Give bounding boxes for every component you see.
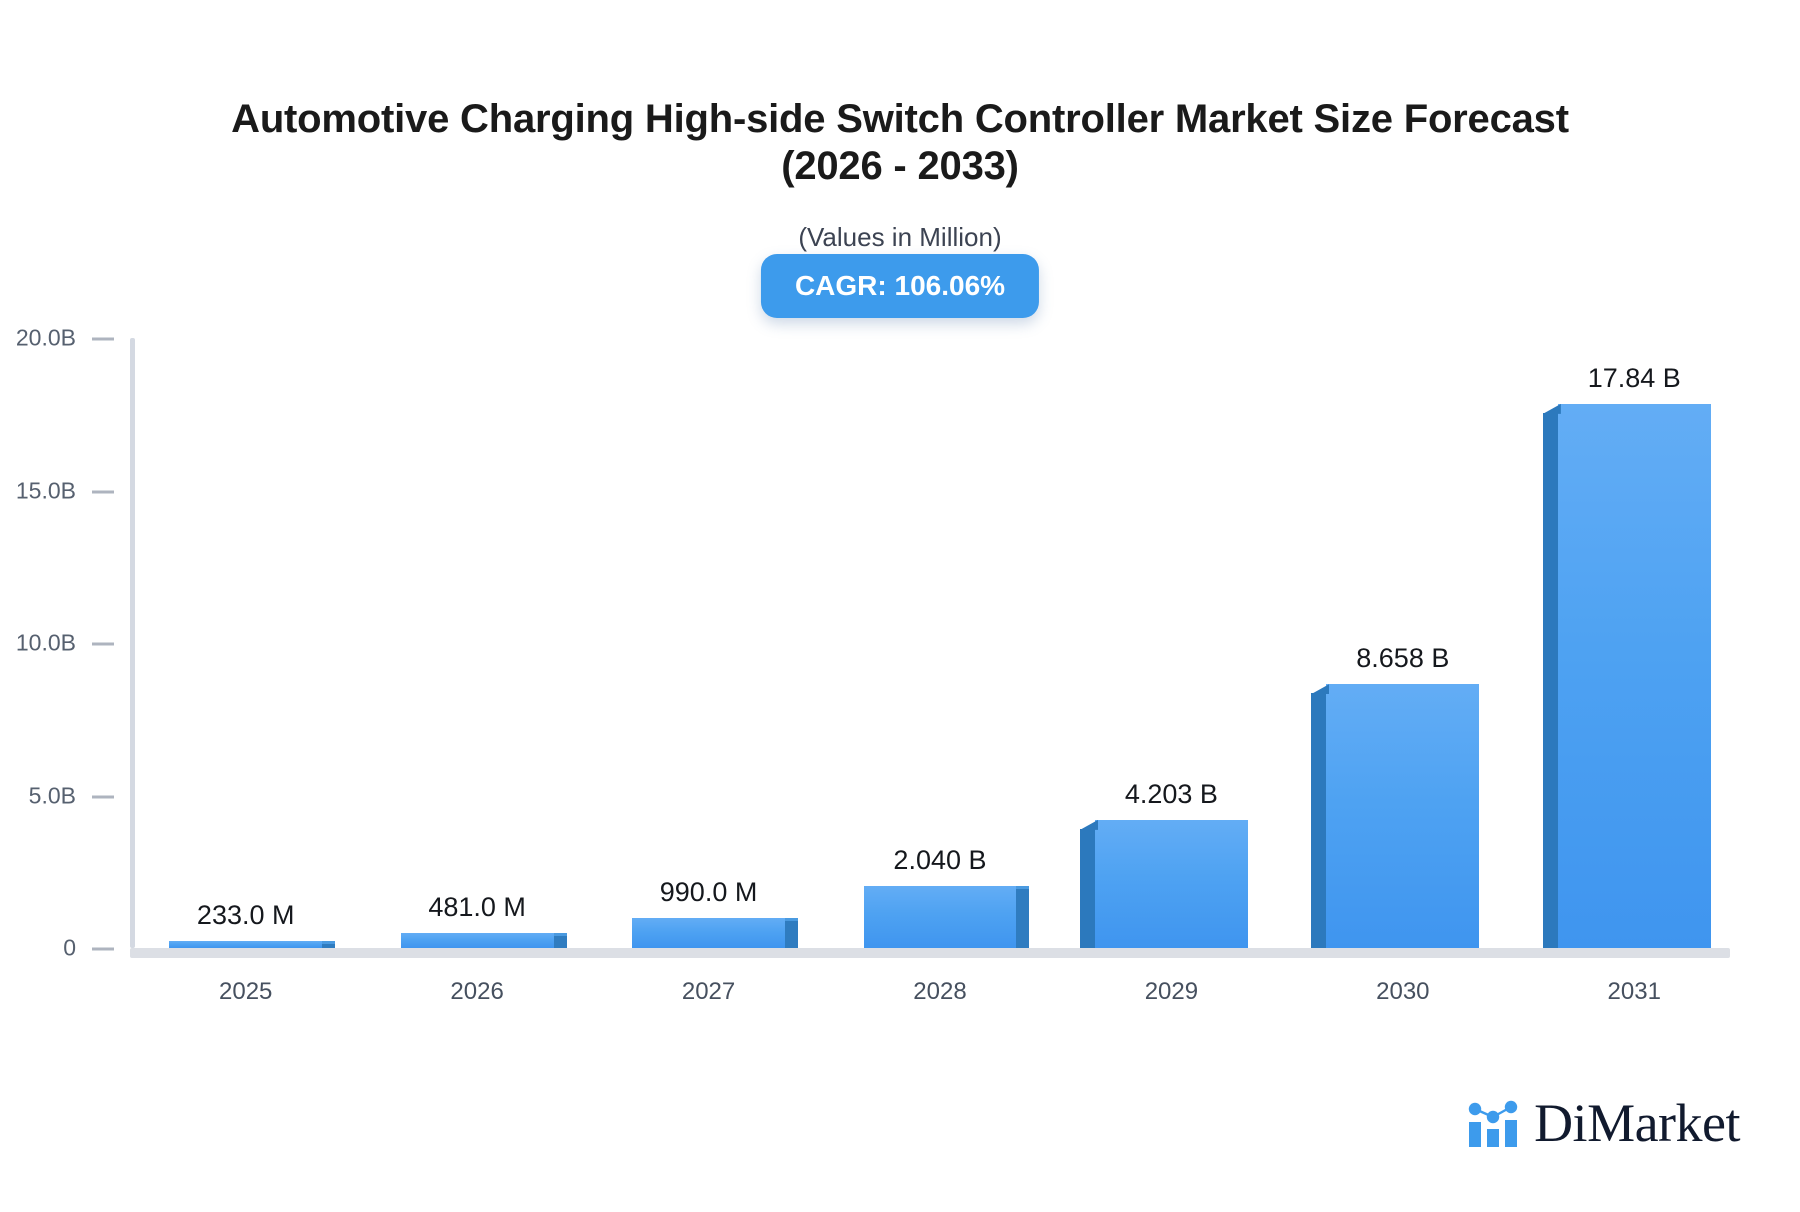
- bar-slot: 481.0 M 2026: [361, 338, 592, 1005]
- y-axis-tick: 15.0B: [16, 477, 114, 504]
- y-axis-tick: 10.0B: [16, 630, 114, 657]
- bar-slot: 233.0 M 2025: [130, 338, 361, 1005]
- bar-slot: 990.0 M 2027: [593, 338, 824, 1005]
- bar[interactable]: 481.0 M: [400, 892, 567, 948]
- bar[interactable]: 2.040 B: [863, 845, 1030, 949]
- bar-slot: 8.658 B 2030: [1287, 338, 1518, 1005]
- x-axis-tick-label: 2029: [1144, 978, 1199, 1005]
- bar-slot: 2.040 B 2028: [824, 338, 1055, 1005]
- y-axis-tick: 5.0B: [29, 782, 114, 809]
- bar-value-label: 481.0 M: [428, 892, 526, 923]
- chart-subtitle: (Values in Million): [798, 222, 1002, 252]
- y-axis-tick-label: 5.0B: [28, 782, 76, 808]
- y-axis-tick-label: 20.0B: [15, 324, 76, 351]
- bar[interactable]: 17.84 B: [1542, 363, 1711, 949]
- bar[interactable]: 4.203 B: [1080, 779, 1248, 949]
- y-axis-tick-dash: [92, 795, 114, 799]
- bar-slot: 17.84 B 2031: [1519, 338, 1750, 1005]
- x-axis-tick-label: 2031: [1607, 978, 1661, 1005]
- bar[interactable]: 8.658 B: [1311, 643, 1480, 949]
- y-axis-line: [130, 338, 135, 948]
- bar-value-label: 990.0 M: [659, 876, 758, 907]
- y-axis-tick-label: 15.0B: [15, 477, 76, 503]
- y-axis-tick-label: 0: [63, 934, 76, 961]
- dimarket-logo: DiMarket: [1466, 1096, 1740, 1150]
- bar-value-label: 17.84 B: [1587, 362, 1681, 393]
- bar-value-label: 8.658 B: [1356, 642, 1450, 673]
- x-axis-tick-label: 2027: [681, 978, 736, 1005]
- x-axis-tick-label: 2026: [450, 978, 504, 1005]
- bar-value-label: 4.203 B: [1124, 778, 1218, 809]
- bar-value-label: 2.040 B: [893, 844, 987, 875]
- x-axis-tick-label: 2030: [1376, 978, 1430, 1005]
- x-axis-tick-label: 2028: [913, 978, 967, 1005]
- bar[interactable]: 990.0 M: [632, 877, 798, 949]
- bar[interactable]: 233.0 M: [169, 900, 335, 949]
- y-axis-tick-dash: [92, 642, 114, 646]
- y-axis-tick-dash: [92, 337, 114, 341]
- cagr-badge: CAGR: 106.06%: [760, 254, 1040, 318]
- logo-wordmark: DiMarket: [1534, 1093, 1740, 1153]
- x-axis-baseline: [130, 948, 1730, 958]
- bar-chart-dots-icon: [1468, 1100, 1518, 1147]
- y-axis-tick: 20.0B: [16, 325, 114, 352]
- y-axis-tick: 0: [63, 935, 114, 962]
- x-axis-tick-label: 2025: [219, 978, 273, 1005]
- y-axis-tick-dash: [92, 947, 114, 951]
- y-axis-tick-dash: [92, 490, 114, 494]
- page-title: Automotive Charging High-side Switch Con…: [231, 97, 1569, 189]
- bar-series: 233.0 M 2025 481.0 M 2026 990.0 M 2027 2.040 B…: [130, 338, 1750, 1005]
- bar-slot: 4.203 B 2029: [1056, 338, 1287, 1005]
- bar-value-label: 233.0 M: [196, 899, 295, 930]
- y-axis-tick-label: 10.0B: [15, 629, 76, 656]
